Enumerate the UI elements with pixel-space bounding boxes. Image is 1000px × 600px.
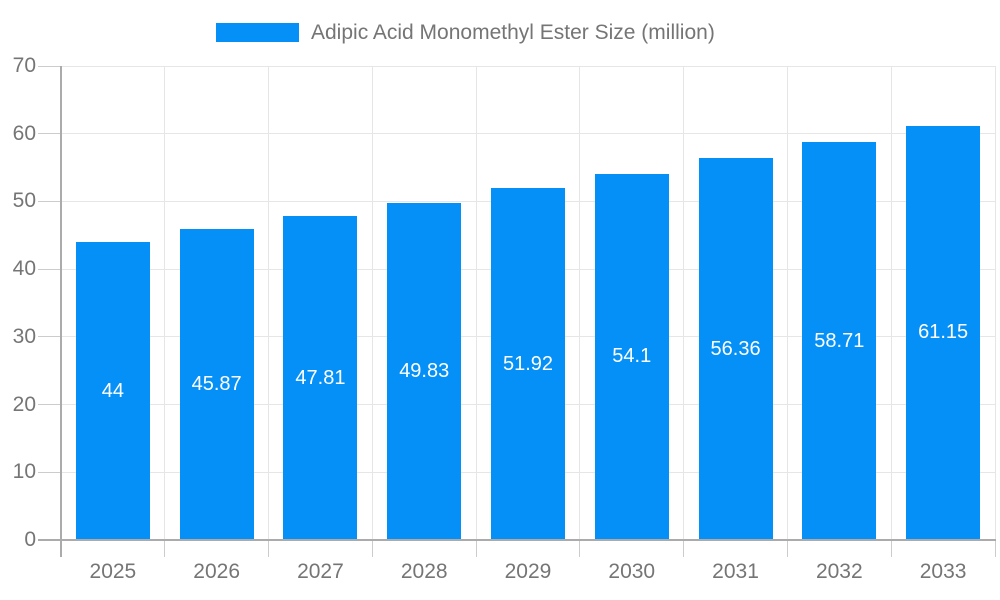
x-gridline	[683, 66, 685, 540]
y-tick-label: 10	[12, 460, 36, 484]
bar[interactable]: 58.71	[802, 142, 877, 540]
bar-value-label: 56.36	[710, 337, 761, 360]
bar[interactable]: 47.81	[283, 216, 358, 540]
x-tick	[890, 540, 892, 557]
x-gridline	[371, 66, 373, 540]
bar[interactable]: 44	[75, 242, 150, 540]
bar[interactable]: 56.36	[698, 158, 773, 540]
x-tick-label: 2033	[919, 560, 967, 583]
y-tick	[38, 404, 61, 406]
y-tick-label: 30	[12, 324, 36, 348]
x-tick	[786, 540, 788, 557]
bar[interactable]: 54.1	[594, 173, 669, 540]
y-gridline	[61, 133, 995, 135]
bar-value-label: 45.87	[191, 373, 242, 396]
bar-value-label: 44	[101, 379, 124, 402]
x-tick	[371, 540, 373, 557]
y-tick-label: 20	[12, 392, 36, 416]
y-tick	[38, 268, 61, 270]
y-tick	[38, 200, 61, 202]
x-tick	[164, 540, 166, 557]
bar[interactable]: 51.92	[491, 188, 565, 540]
y-tick-label: 50	[12, 189, 36, 213]
x-tick-label: 2027	[297, 560, 344, 583]
x-gridline	[475, 66, 477, 540]
y-tick-label: 0	[24, 528, 36, 551]
x-axis-line	[38, 539, 996, 541]
x-tick-label: 2032	[815, 560, 863, 583]
x-gridline	[268, 66, 270, 540]
bar[interactable]: 45.87	[179, 229, 254, 540]
x-tick	[994, 540, 996, 557]
bar[interactable]: 61.15	[906, 125, 981, 540]
x-gridline	[890, 66, 892, 540]
y-tick	[38, 65, 61, 67]
y-gridline	[61, 65, 995, 67]
x-tick-label: 2030	[608, 560, 656, 583]
y-axis-line	[60, 66, 62, 557]
bar-value-label: 51.92	[502, 352, 554, 375]
x-tick-label: 2026	[193, 560, 240, 583]
y-tick-label: 70	[12, 54, 36, 77]
x-tick-label: 2031	[712, 560, 759, 583]
x-tick-label: 2025	[89, 560, 137, 583]
legend-label: Adipic Acid Monomethyl Ester Size (milli…	[311, 21, 715, 44]
bar-value-label: 47.81	[295, 366, 346, 389]
y-tick	[38, 471, 61, 473]
y-tick	[38, 133, 61, 135]
bar-value-label: 54.1	[612, 345, 652, 368]
x-tick-label: 2029	[504, 560, 552, 583]
x-tick-label: 2028	[400, 560, 448, 583]
x-tick	[268, 540, 270, 557]
bar-value-label: 58.71	[814, 329, 865, 352]
y-tick-label: 60	[12, 121, 36, 145]
bar-value-label: 61.15	[918, 321, 969, 344]
x-tick	[475, 540, 477, 557]
legend-swatch	[216, 23, 299, 42]
x-gridline	[579, 66, 581, 540]
y-tick-label: 40	[12, 257, 36, 281]
x-gridline	[786, 66, 788, 540]
bar-value-label: 49.83	[399, 359, 450, 382]
legend[interactable]: Adipic Acid Monomethyl Ester Size (milli…	[216, 21, 715, 44]
x-tick	[683, 540, 685, 557]
bar[interactable]: 49.83	[387, 202, 462, 540]
x-gridline	[164, 66, 166, 540]
y-tick	[38, 336, 61, 338]
x-tick	[579, 540, 581, 557]
x-gridline	[994, 66, 996, 540]
